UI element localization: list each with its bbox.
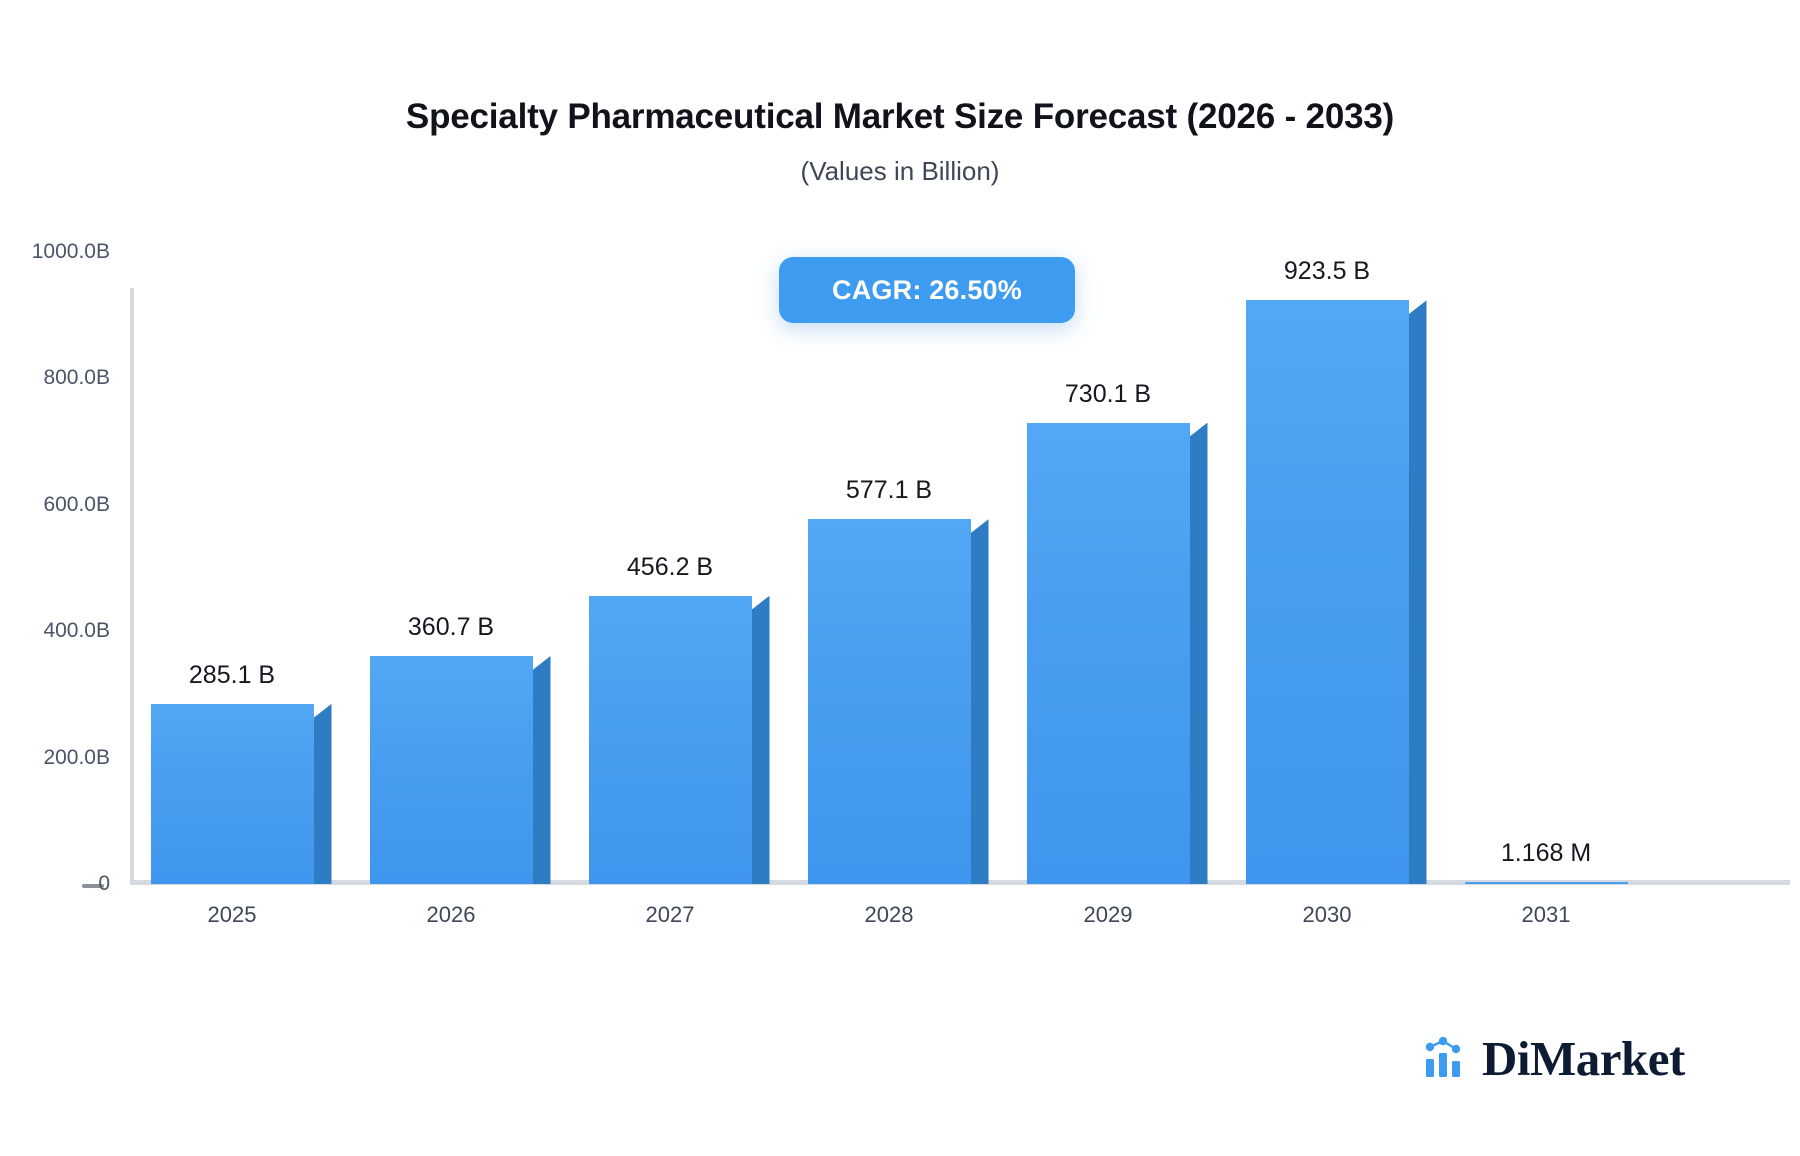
bar-2030[interactable]: 923.5 B bbox=[1245, 257, 1427, 884]
bar-2027[interactable]: 456.2 B bbox=[588, 553, 770, 884]
y-axis-tick-label: 0 bbox=[98, 872, 110, 895]
bar-side-face bbox=[1189, 422, 1208, 884]
bar-side-face bbox=[313, 703, 332, 884]
y-axis-tick-label: 200.0B bbox=[43, 745, 110, 769]
bar-side-face bbox=[1408, 300, 1427, 884]
page-title: Specialty Pharmaceutical Market Size For… bbox=[405, 97, 1395, 136]
brand-logo: DiMarket bbox=[1424, 1033, 1685, 1084]
bar-chart-line-icon bbox=[1424, 1033, 1470, 1084]
brand-logo-text: DiMarket bbox=[1482, 1031, 1685, 1086]
bar-front-face bbox=[1464, 882, 1628, 884]
x-axis-tick-label: 2025 bbox=[207, 902, 257, 927]
bar-value-label: 456.2 B bbox=[626, 552, 714, 581]
x-axis-tick-label: 2030 bbox=[1302, 902, 1352, 927]
bar-2025[interactable]: 285.1 B bbox=[150, 661, 332, 884]
bar-2029[interactable]: 730.1 B bbox=[1026, 380, 1208, 884]
cagr-badge: CAGR: 26.50% bbox=[779, 257, 1075, 323]
bar-side-face bbox=[970, 519, 989, 884]
bar-value-label: 577.1 B bbox=[845, 476, 933, 505]
bar-2028[interactable]: 577.1 B bbox=[807, 476, 989, 884]
bar-value-label: 923.5 B bbox=[1283, 257, 1371, 286]
y-axis-tick-label: 600.0B bbox=[43, 492, 110, 516]
x-axis-tick-label: 2029 bbox=[1083, 902, 1133, 927]
x-axis-tick-label: 2028 bbox=[864, 902, 914, 927]
bar-front-face bbox=[1026, 422, 1190, 884]
chart-subtitle: (Values in Billion) bbox=[800, 156, 1000, 186]
bar-value-label: 1.168 M bbox=[1500, 839, 1592, 867]
bar-front-face bbox=[1245, 300, 1409, 884]
x-axis-tick-label: 2027 bbox=[645, 902, 695, 927]
bar-front-face bbox=[588, 595, 752, 884]
x-axis-tick-label: 2031 bbox=[1521, 902, 1571, 927]
y-axis-tick-label: 800.0B bbox=[43, 366, 110, 390]
bar-side-face bbox=[532, 656, 551, 884]
x-axis-tick-label: 2026 bbox=[426, 902, 476, 927]
cagr-badge-label: CAGR: 26.50% bbox=[832, 274, 1022, 305]
bar-front-face bbox=[369, 656, 533, 884]
y-axis-tick-label: 1000.0B bbox=[31, 240, 110, 263]
bar-2026[interactable]: 360.7 B bbox=[369, 613, 551, 884]
bar-front-face bbox=[807, 519, 971, 884]
bar-side-face bbox=[751, 595, 770, 884]
y-axis-tick-label: 400.0B bbox=[43, 619, 110, 643]
title-block: Specialty Pharmaceutical Market Size For… bbox=[0, 96, 1800, 187]
bar-value-label: 730.1 B bbox=[1064, 379, 1152, 408]
bar-2031[interactable]: 1.168 M bbox=[1464, 839, 1628, 884]
y-axis-line bbox=[130, 288, 134, 884]
y-axis-zero-tick bbox=[82, 884, 104, 888]
bar-value-label: 285.1 B bbox=[188, 660, 276, 689]
bar-front-face bbox=[150, 703, 314, 884]
bar-value-label: 360.7 B bbox=[407, 613, 495, 642]
